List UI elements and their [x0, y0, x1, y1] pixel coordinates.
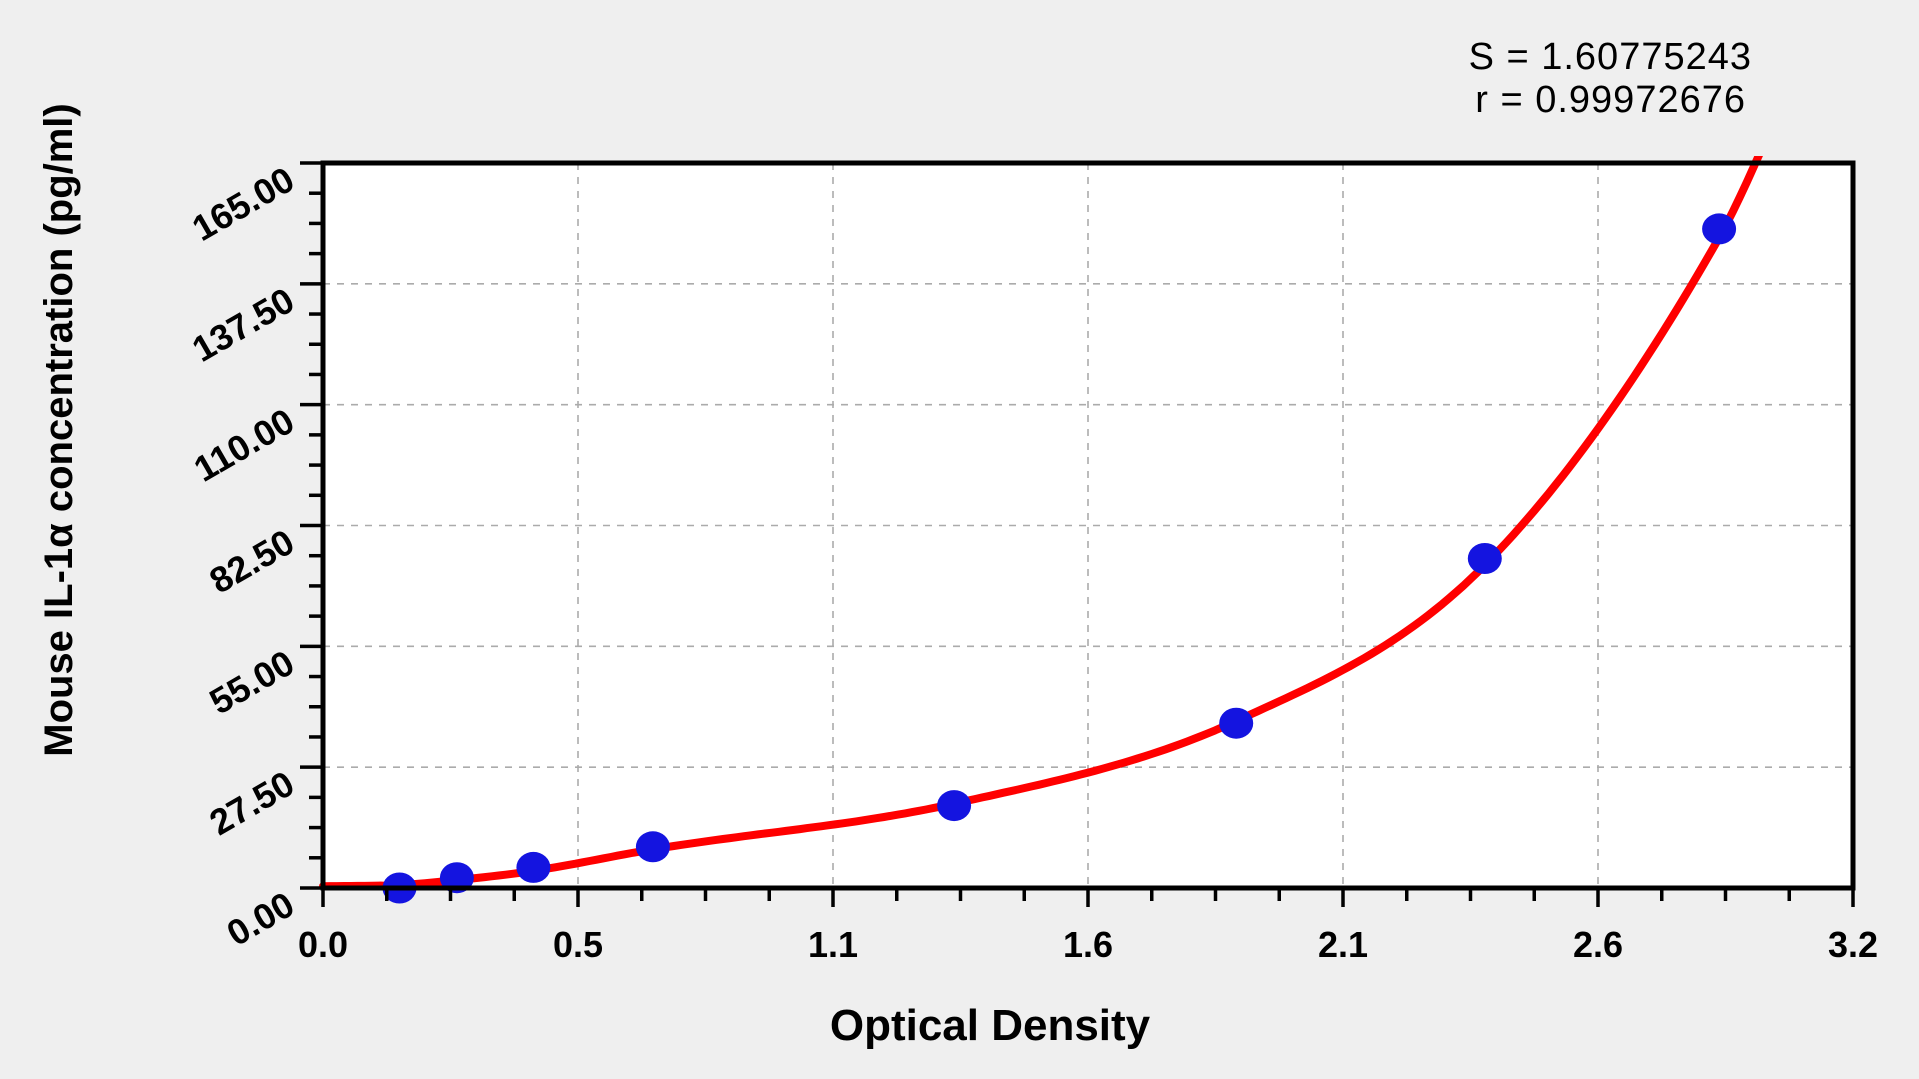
point-layer	[382, 213, 1737, 904]
grid-layer	[323, 163, 1853, 888]
x-axis-title: Optical Density	[830, 1001, 1151, 1050]
stat-s-value: S = 1.60775243	[1469, 36, 1752, 78]
standard-point	[635, 831, 670, 863]
plot-border	[320, 160, 1856, 891]
y-tick-label: 27.50	[202, 763, 301, 844]
x-tick-label: 0.0	[298, 924, 348, 965]
y-tick-label: 82.50	[202, 521, 301, 602]
x-tick-label: 1.1	[808, 924, 858, 965]
y-tick-label: 165.00	[185, 158, 301, 249]
x-tick-label: 2.6	[1573, 924, 1623, 965]
standard-curve	[319, 156, 1763, 891]
y-axis-title: Mouse IL-1α concentration (pg/ml)	[37, 103, 81, 757]
standard-point	[937, 790, 972, 822]
curve-layer	[319, 156, 1763, 891]
x-tick-label: 1.6	[1063, 924, 1113, 965]
x-tick-label: 3.2	[1828, 924, 1878, 965]
standard-point	[439, 862, 474, 894]
x-tick-label: 0.5	[553, 924, 603, 965]
x-tick-label: 2.1	[1318, 924, 1368, 965]
standard-point	[516, 851, 551, 883]
y-tick-label: 0.00	[220, 883, 301, 954]
y-tick-label: 55.00	[202, 642, 301, 723]
standard-point	[1467, 543, 1502, 574]
standard-point	[1219, 707, 1254, 739]
y-tick-label: 110.00	[187, 400, 301, 490]
y-tick-label: 137.50	[185, 279, 301, 370]
standard-point	[1702, 213, 1737, 245]
stat-r-value: r = 0.99972676	[1475, 79, 1746, 121]
